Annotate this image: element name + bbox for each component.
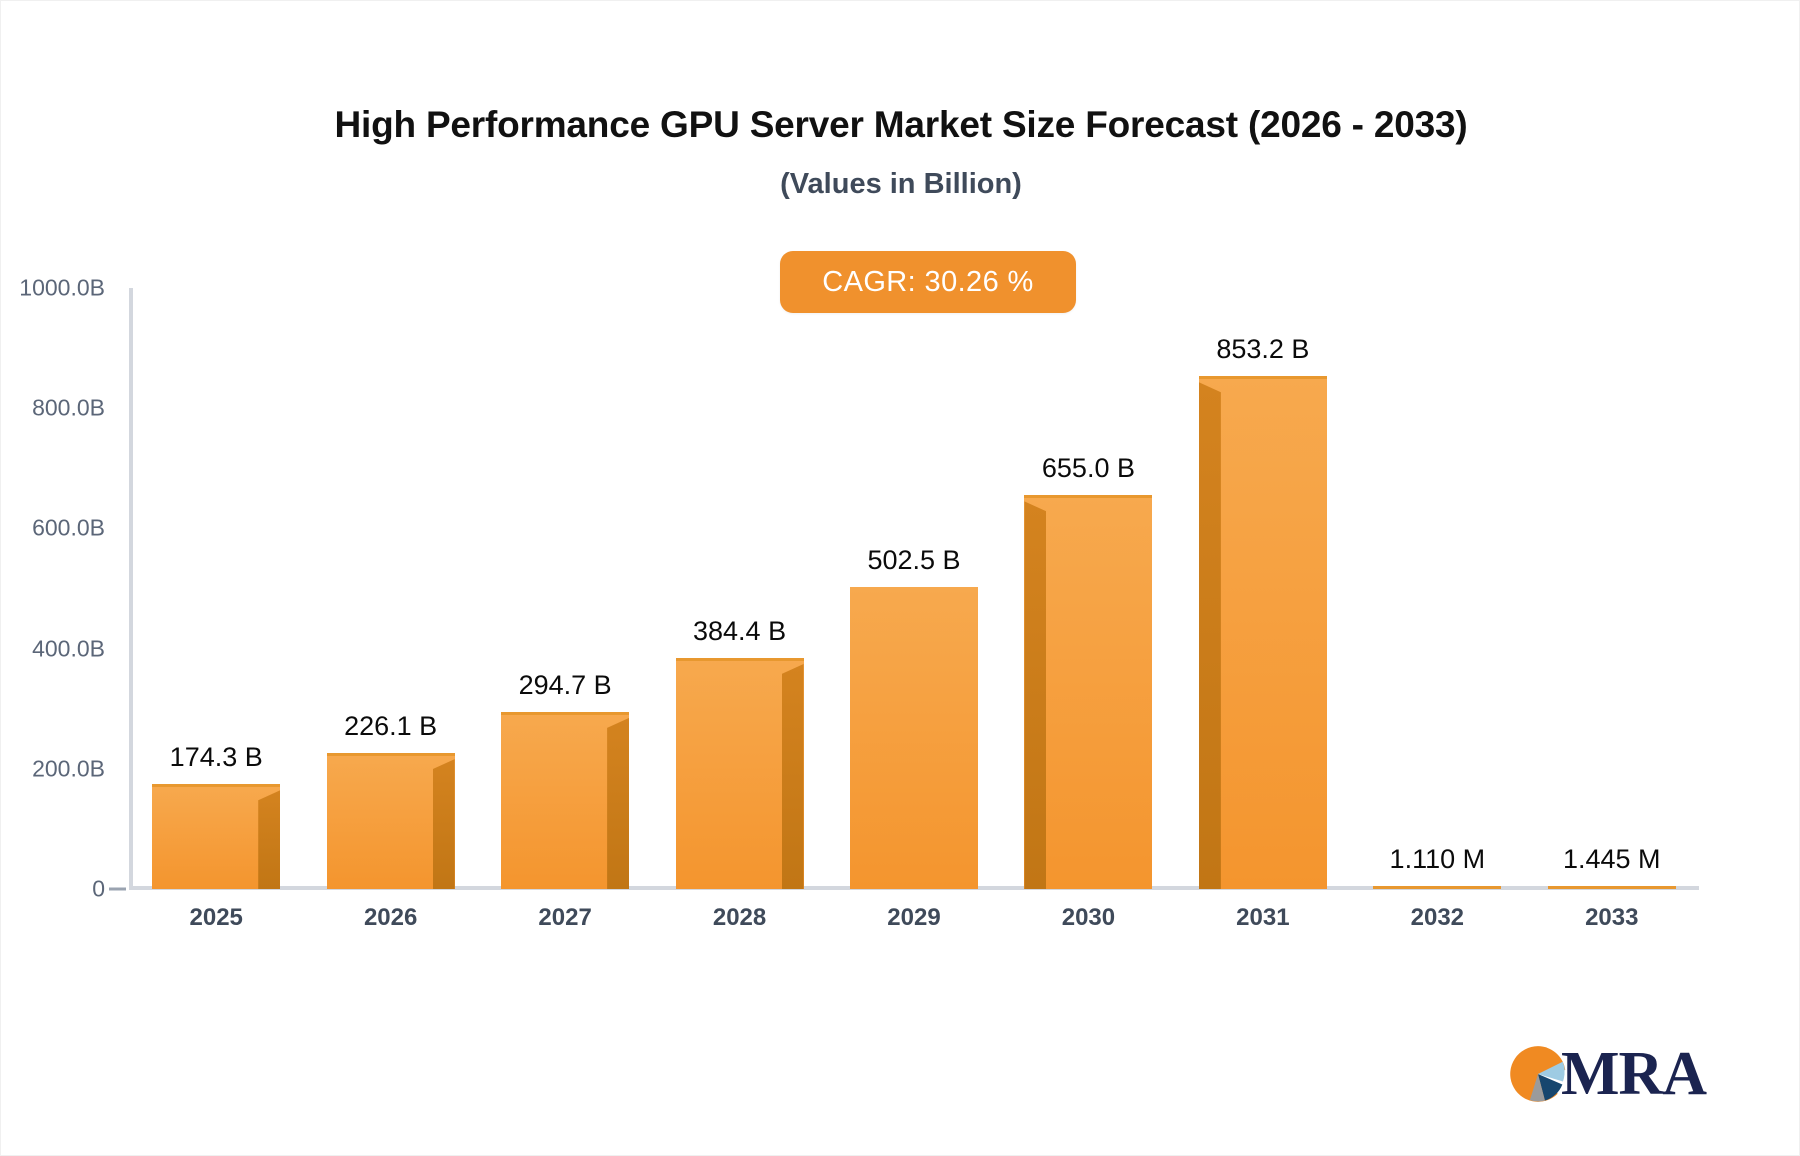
bar-2030[interactable]	[1024, 495, 1153, 889]
bar-top-face	[326, 753, 455, 757]
x-axis-tick-label-2027: 2027	[538, 904, 592, 931]
bar-top-face	[1024, 495, 1153, 499]
bar-face	[850, 587, 978, 889]
y-axis-tick-label: 400.0B	[32, 635, 105, 662]
bar-side-face	[258, 790, 281, 889]
y-axis-tick-label: 1000.0B	[19, 274, 105, 301]
chart-subtitle: (Values in Billion)	[780, 168, 1022, 200]
bar-top-face	[152, 784, 281, 788]
bar-top-face	[675, 657, 804, 661]
bar-top-face	[1547, 886, 1676, 889]
bar-top-face	[501, 711, 630, 715]
bar-2028[interactable]	[675, 657, 804, 889]
y-axis-tick-label: 600.0B	[32, 514, 105, 541]
x-axis-tick-label-2028: 2028	[712, 904, 767, 931]
cagr-badge: CAGR: 30.26 %	[780, 251, 1076, 313]
bar-2027[interactable]	[501, 711, 630, 889]
y-axis-tick-label: 0	[92, 875, 105, 902]
chart-title: High Performance GPU Server Market Size …	[334, 104, 1468, 145]
x-axis-tick-label-2033: 2033	[1585, 904, 1639, 931]
bar-2033[interactable]	[1547, 886, 1676, 889]
y-axis-spine	[129, 288, 133, 889]
bar-top-face	[1198, 376, 1327, 380]
bar-2025[interactable]	[152, 784, 281, 889]
bar-2026[interactable]	[326, 753, 455, 889]
bar-side-face	[1024, 501, 1047, 889]
bar-value-label: 294.7 B	[518, 669, 612, 700]
bar-top-face	[1373, 886, 1502, 889]
bar-2031[interactable]	[1198, 376, 1327, 889]
bar-value-label: 655.0 B	[1041, 453, 1135, 484]
mra-logo: MRA	[1509, 1037, 1707, 1111]
bar-value-label: 1.110 M	[1389, 844, 1486, 874]
cagr-badge-label: CAGR: 30.26 %	[822, 265, 1034, 298]
x-axis-tick-label-2030: 2030	[1061, 904, 1116, 931]
x-axis-tick-label-2029: 2029	[887, 904, 941, 931]
bar-side-face	[607, 717, 630, 889]
x-axis-tick-label-2025: 2025	[189, 904, 243, 931]
bar-side-face	[1198, 382, 1221, 889]
bar-value-label: 1.445 M	[1562, 844, 1661, 874]
logo-text: MRA	[1561, 1040, 1707, 1108]
x-axis-tick-label-2032: 2032	[1410, 904, 1465, 931]
bar-value-label: 226.1 B	[344, 711, 438, 742]
x-axis-tick-label-2031: 2031	[1236, 904, 1290, 931]
plot-area	[129, 288, 1699, 889]
y-axis-tick-label: 200.0B	[32, 755, 105, 782]
x-axis-tick-label-2026: 2026	[363, 904, 418, 931]
bar-value-label: 853.2 B	[1216, 334, 1310, 365]
bar-2029[interactable]	[850, 587, 978, 889]
bar-side-face	[781, 663, 804, 889]
y-axis-tick-mark	[109, 887, 126, 891]
bar-2032[interactable]	[1373, 886, 1502, 889]
bar-value-label: 174.3 B	[169, 742, 263, 773]
bar-side-face	[432, 759, 455, 889]
bar-value-label: 502.5 B	[867, 544, 961, 575]
y-axis-tick-label: 800.0B	[32, 394, 105, 421]
pie-chart-icon	[1510, 1046, 1566, 1102]
bar-value-label: 384.4 B	[693, 615, 787, 646]
